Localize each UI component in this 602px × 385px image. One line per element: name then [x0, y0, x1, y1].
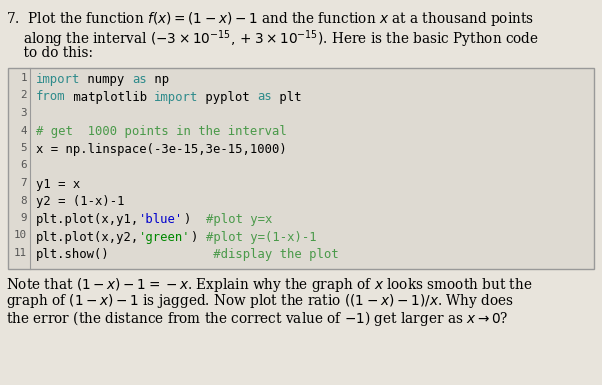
Text: the error (the distance from the correct value of $-1$) get larger as $x \to 0$?: the error (the distance from the correct…	[6, 310, 509, 328]
Text: #plot y=(1-x)-1: #plot y=(1-x)-1	[206, 231, 316, 243]
Text: ): )	[191, 231, 206, 243]
Text: to do this:: to do this:	[6, 46, 93, 60]
Text: import: import	[154, 90, 198, 104]
Text: numpy: numpy	[80, 73, 132, 86]
Text: plt.show(): plt.show()	[36, 248, 110, 261]
Text: x = np.linspace(-3e-15,3e-15,1000): x = np.linspace(-3e-15,3e-15,1000)	[36, 143, 287, 156]
Text: along the interval $(-3 \times 10^{-15}, +3 \times 10^{-15})$. Here is the basic: along the interval $(-3 \times 10^{-15},…	[6, 28, 539, 50]
Text: Note that $(1-x)-1 = -x$. Explain why the graph of $x$ looks smooth but the: Note that $(1-x)-1 = -x$. Explain why th…	[6, 276, 533, 293]
Text: 3: 3	[20, 108, 27, 118]
Text: 'blue': 'blue'	[139, 213, 184, 226]
Text: 'green': 'green'	[139, 231, 191, 243]
Text: 9: 9	[20, 213, 27, 223]
Text: 11: 11	[14, 248, 27, 258]
Text: plt: plt	[272, 90, 302, 104]
Text: ): )	[184, 213, 206, 226]
Text: y1 = x: y1 = x	[36, 178, 80, 191]
Text: 2: 2	[20, 90, 27, 100]
Text: plt.plot(x,y2,: plt.plot(x,y2,	[36, 231, 139, 243]
Text: 10: 10	[14, 231, 27, 241]
Text: 7: 7	[20, 178, 27, 188]
Text: import: import	[36, 73, 80, 86]
Text: y2 = (1-x)-1: y2 = (1-x)-1	[36, 196, 125, 209]
Text: 8: 8	[20, 196, 27, 206]
Text: np: np	[147, 73, 169, 86]
Text: 7.  Plot the function $f(x) = (1-x) - 1$ and the function $x$ at a thousand poin: 7. Plot the function $f(x) = (1-x) - 1$ …	[6, 10, 534, 28]
Text: #display the plot: #display the plot	[110, 248, 338, 261]
Text: from: from	[36, 90, 66, 104]
Bar	[8, 68, 594, 268]
Text: matplotlib: matplotlib	[66, 90, 154, 104]
Text: 5: 5	[20, 143, 27, 153]
Text: as: as	[132, 73, 147, 86]
Text: pyplot: pyplot	[198, 90, 257, 104]
Text: graph of $(1-x)-1$ is jagged. Now plot the ratio $((1-x)-1)/x$. Why does: graph of $(1-x)-1$ is jagged. Now plot t…	[6, 293, 514, 310]
Text: 1: 1	[20, 73, 27, 83]
Text: #plot y=x: #plot y=x	[206, 213, 272, 226]
Text: 4: 4	[20, 126, 27, 136]
Text: plt.plot(x,y1,: plt.plot(x,y1,	[36, 213, 139, 226]
Text: 6: 6	[20, 161, 27, 171]
Text: # get  1000 points in the interval: # get 1000 points in the interval	[36, 126, 287, 139]
Text: as: as	[257, 90, 272, 104]
